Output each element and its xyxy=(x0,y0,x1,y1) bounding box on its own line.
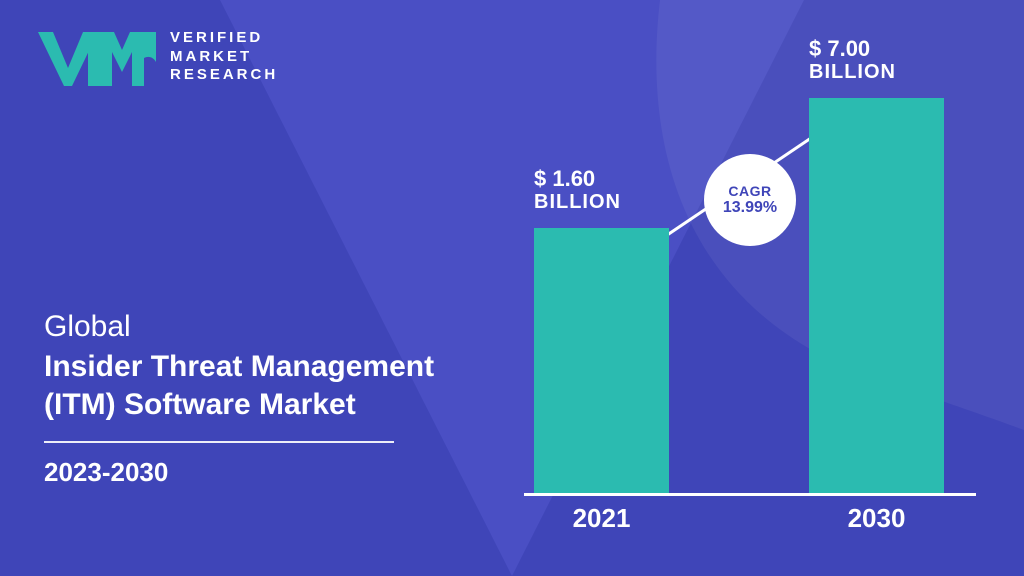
bar-2030-amount: $ 7.00 xyxy=(809,36,1009,61)
bar-2021-rect xyxy=(534,228,669,493)
brand-logo: VERIFIED MARKET RESEARCH xyxy=(38,28,278,86)
brand-logo-text: VERIFIED MARKET RESEARCH xyxy=(170,29,278,85)
title-prefix: Global xyxy=(44,310,464,344)
bar-2030-value-label: $ 7.00 BILLION xyxy=(809,36,1009,84)
title-block: Global Insider Threat Management (ITM) S… xyxy=(44,310,464,488)
bar-2030-unit: BILLION xyxy=(809,61,1009,84)
logo-text-line3: RESEARCH xyxy=(170,66,278,85)
cagr-label: CAGR xyxy=(728,183,771,199)
cagr-value: 13.99% xyxy=(723,199,777,217)
logo-text-line2: MARKET xyxy=(170,48,278,67)
infographic-canvas: VERIFIED MARKET RESEARCH Global Insider … xyxy=(0,0,1024,576)
title-divider xyxy=(44,441,394,443)
logo-text-line1: VERIFIED xyxy=(170,29,278,48)
chart-x-axis xyxy=(524,493,976,496)
bar-2021: $ 1.60 BILLION xyxy=(534,228,669,493)
bar-2021-amount: $ 1.60 xyxy=(534,166,734,191)
market-bar-chart: $ 1.60 BILLION 2021 $ 7.00 BILLION 2030 … xyxy=(524,36,984,536)
cagr-badge: CAGR 13.99% xyxy=(704,154,796,246)
title-period: 2023-2030 xyxy=(44,457,464,488)
bar-2021-year: 2021 xyxy=(534,503,669,534)
bar-2030-rect xyxy=(809,98,944,493)
title-main: Insider Threat Management (ITM) Software… xyxy=(44,348,464,423)
vmr-logo-icon xyxy=(38,28,156,86)
bar-2030: $ 7.00 BILLION xyxy=(809,98,944,493)
bar-2030-year: 2030 xyxy=(809,503,944,534)
